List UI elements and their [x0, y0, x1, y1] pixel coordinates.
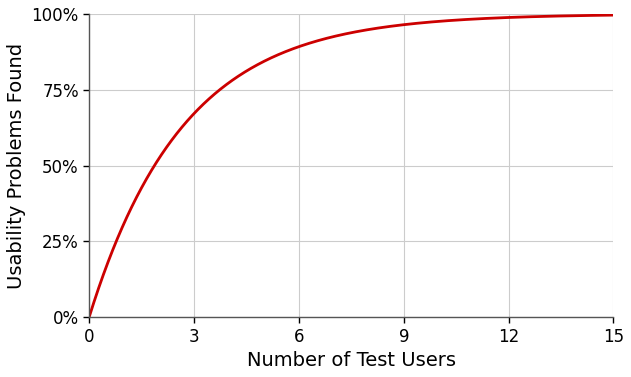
Y-axis label: Usability Problems Found: Usability Problems Found [7, 43, 26, 288]
X-axis label: Number of Test Users: Number of Test Users [247, 351, 456, 370]
